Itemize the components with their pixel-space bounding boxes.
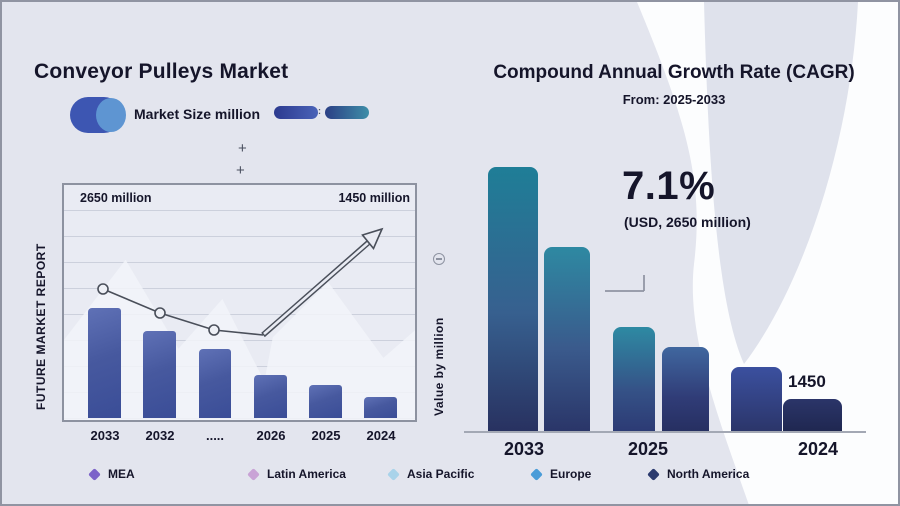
bar-2025-b xyxy=(662,347,709,432)
mea-diamond-icon xyxy=(88,467,101,481)
zoom-out-icon[interactable] xyxy=(433,253,445,265)
x-label-2025: 2025 xyxy=(311,428,341,443)
x-label-2032: 2032 xyxy=(145,428,175,443)
bar-2033-left-chart xyxy=(88,308,121,418)
cagr-subtitle: From: 2025-2033 xyxy=(622,92,726,107)
cagr-title: Compound Annual Growth Rate (CAGR) xyxy=(493,62,855,83)
bar-2025-left-chart xyxy=(309,385,342,418)
step-connector-vertical xyxy=(643,275,645,291)
cagr-caption: (USD, 2650 million) xyxy=(624,214,751,230)
value-by-million-axis-label: Value by million xyxy=(432,317,446,416)
legend-label-north-america: North America xyxy=(667,467,750,481)
bar-2032-left-chart xyxy=(143,331,176,418)
right-chart-axis-line xyxy=(464,431,866,433)
legend-item-latin-america: Latin America xyxy=(247,467,346,481)
legend-label-asia-pacific: Asia Pacific xyxy=(407,467,475,481)
bar-2033-a xyxy=(488,167,538,432)
key-pill-blue xyxy=(274,106,318,119)
cagr-value: 7.1% xyxy=(622,164,716,208)
x-label-2024: 2024 xyxy=(366,428,396,443)
page-title: Conveyor Pulleys Market xyxy=(34,60,289,83)
latin-america-diamond-icon xyxy=(247,467,260,481)
bar-dots-left-chart xyxy=(199,349,231,418)
legend-item-europe: Europe xyxy=(530,467,592,481)
asia-pacific-diamond-icon xyxy=(387,467,400,481)
bar-2024-a xyxy=(731,367,782,432)
key-pill-separator: : xyxy=(318,106,321,116)
annotation-2650-million: 2650 million xyxy=(80,191,152,205)
plus-mark-2: + xyxy=(236,162,245,179)
legend-label-europe: Europe xyxy=(550,467,592,481)
annotation-1450-million: 1450 million xyxy=(338,191,410,205)
x-label-right-2033: 2033 xyxy=(503,439,545,459)
legend-item-mea: MEA xyxy=(88,467,135,481)
bar-2033-b xyxy=(544,247,590,432)
x-label-dots: ..... xyxy=(205,428,225,443)
north-america-diamond-icon xyxy=(647,467,660,481)
legend-label-mea: MEA xyxy=(108,467,135,481)
bar-2025-a xyxy=(613,327,655,432)
x-label-right-2024: 2024 xyxy=(797,439,839,459)
bar-2024-left-chart xyxy=(364,397,397,418)
x-label-2033: 2033 xyxy=(90,428,120,443)
legend-item-north-america: North America xyxy=(647,467,750,481)
x-label-2026: 2026 xyxy=(256,428,286,443)
bar-2026-left-chart xyxy=(254,375,287,418)
bar-2024-b xyxy=(783,399,842,432)
legend-label-latin-america: Latin America xyxy=(267,467,346,481)
step-connector-horizontal xyxy=(605,290,644,292)
future-market-report-watermark: FUTURE MARKET REPORT xyxy=(34,243,48,410)
x-label-right-2025: 2025 xyxy=(627,439,669,459)
pulley-icon-cap xyxy=(96,98,126,132)
data-label-1450: 1450 xyxy=(788,372,826,391)
legend-item-asia-pacific: Asia Pacific xyxy=(387,467,475,481)
market-size-key-label: Market Size million xyxy=(134,106,261,122)
europe-diamond-icon xyxy=(530,467,543,481)
key-pill-teal xyxy=(325,106,369,119)
plus-mark-1: + xyxy=(238,140,247,157)
